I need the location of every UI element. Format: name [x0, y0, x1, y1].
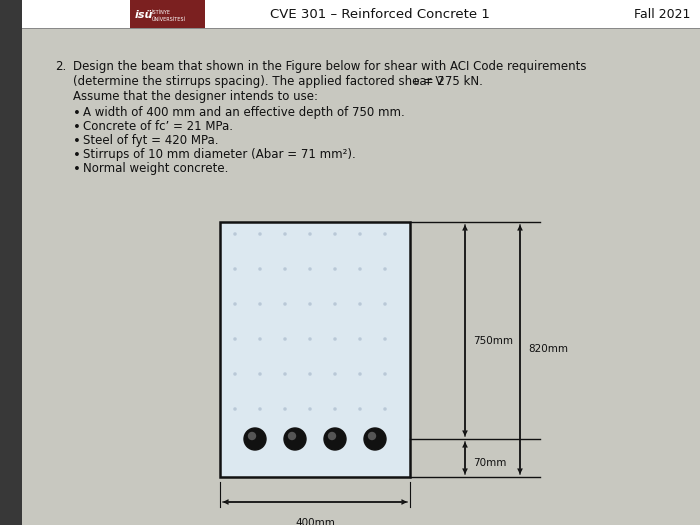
Circle shape — [234, 233, 236, 235]
Circle shape — [384, 233, 386, 235]
Circle shape — [359, 233, 361, 235]
Circle shape — [384, 373, 386, 375]
Circle shape — [309, 233, 312, 235]
Circle shape — [259, 338, 261, 340]
Text: isü: isü — [135, 10, 153, 20]
Circle shape — [284, 428, 306, 450]
Circle shape — [359, 303, 361, 305]
Text: •: • — [73, 163, 81, 176]
Circle shape — [309, 303, 312, 305]
Circle shape — [259, 408, 261, 410]
Text: Normal weight concrete.: Normal weight concrete. — [83, 162, 228, 175]
Text: 2.: 2. — [55, 60, 66, 73]
Text: Assume that the designer intends to use:: Assume that the designer intends to use: — [73, 90, 318, 103]
Text: 820mm: 820mm — [528, 344, 568, 354]
Circle shape — [309, 408, 312, 410]
Circle shape — [384, 268, 386, 270]
Circle shape — [234, 268, 236, 270]
Circle shape — [359, 268, 361, 270]
Circle shape — [248, 433, 256, 439]
Text: = 275 kN.: = 275 kN. — [420, 75, 483, 88]
Text: Stirrups of 10 mm diameter (Abar = 71 mm²).: Stirrups of 10 mm diameter (Abar = 71 mm… — [83, 148, 356, 161]
Circle shape — [234, 338, 236, 340]
Text: Design the beam that shown in the Figure below for shear with ACI Code requireme: Design the beam that shown in the Figure… — [73, 60, 587, 73]
Bar — [130, 0, 205, 28]
Circle shape — [284, 268, 286, 270]
Circle shape — [384, 338, 386, 340]
Circle shape — [334, 233, 336, 235]
Circle shape — [234, 373, 236, 375]
Circle shape — [384, 408, 386, 410]
Circle shape — [359, 338, 361, 340]
Circle shape — [334, 303, 336, 305]
Text: 750mm: 750mm — [473, 335, 513, 345]
Text: (determine the stirrups spacing). The applied factored shear V: (determine the stirrups spacing). The ap… — [73, 75, 443, 88]
Text: Concrete of fc’ = 21 MPa.: Concrete of fc’ = 21 MPa. — [83, 120, 233, 133]
Text: CVE 301 – Reinforced Concrete 1: CVE 301 – Reinforced Concrete 1 — [270, 7, 490, 20]
Circle shape — [364, 428, 386, 450]
Text: 70mm: 70mm — [473, 458, 506, 468]
Circle shape — [384, 303, 386, 305]
Circle shape — [259, 303, 261, 305]
Circle shape — [324, 428, 346, 450]
Circle shape — [309, 338, 312, 340]
Circle shape — [259, 373, 261, 375]
Circle shape — [288, 433, 295, 439]
Text: •: • — [73, 149, 81, 162]
Circle shape — [334, 268, 336, 270]
Circle shape — [284, 373, 286, 375]
Text: •: • — [73, 135, 81, 148]
Circle shape — [234, 303, 236, 305]
Circle shape — [234, 408, 236, 410]
Bar — [220, 222, 410, 477]
Text: •: • — [73, 121, 81, 134]
Text: u: u — [413, 77, 419, 86]
Text: Steel of fyt = 420 MPa.: Steel of fyt = 420 MPa. — [83, 134, 218, 147]
Circle shape — [309, 373, 312, 375]
Text: Fall 2021: Fall 2021 — [634, 7, 690, 20]
Bar — [22, 0, 700, 28]
Circle shape — [284, 303, 286, 305]
Circle shape — [359, 408, 361, 410]
Circle shape — [284, 233, 286, 235]
Circle shape — [334, 338, 336, 340]
Circle shape — [359, 373, 361, 375]
Text: A width of 400 mm and an effective depth of 750 mm.: A width of 400 mm and an effective depth… — [83, 106, 405, 119]
Circle shape — [368, 433, 375, 439]
Circle shape — [259, 268, 261, 270]
Text: İSTİNYE
ÜNİVERSİTESİ: İSTİNYE ÜNİVERSİTESİ — [152, 10, 186, 22]
Circle shape — [334, 408, 336, 410]
Circle shape — [309, 268, 312, 270]
Circle shape — [284, 408, 286, 410]
Text: 400mm: 400mm — [295, 518, 335, 525]
Circle shape — [284, 338, 286, 340]
Circle shape — [334, 373, 336, 375]
Text: •: • — [73, 107, 81, 120]
Bar — [0, 0, 22, 525]
Circle shape — [244, 428, 266, 450]
Circle shape — [328, 433, 335, 439]
Circle shape — [259, 233, 261, 235]
